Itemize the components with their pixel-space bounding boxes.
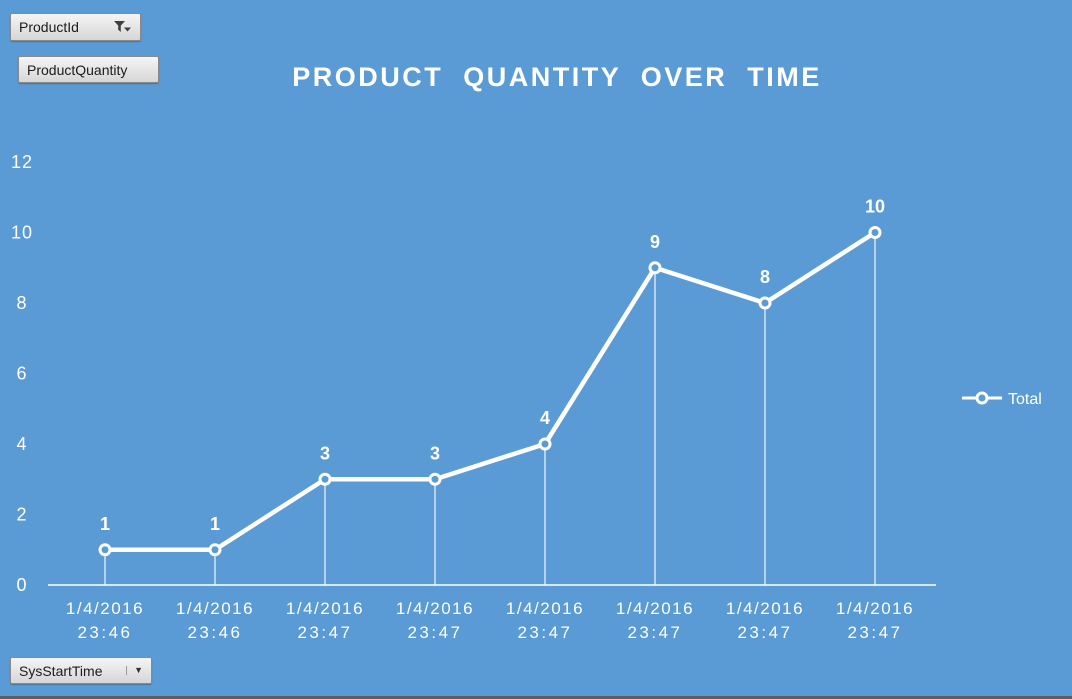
x-axis-label-date: 1/4/2016 (176, 599, 254, 618)
legend-marker-sample (975, 391, 989, 405)
data-label: 4 (540, 408, 550, 428)
data-label: 9 (650, 232, 660, 252)
legend-label-total[interactable]: Total (1008, 391, 1042, 408)
data-label: 8 (760, 267, 770, 287)
data-point-marker[interactable] (208, 543, 222, 557)
y-axis-tick-label: 6 (16, 364, 27, 384)
x-axis-label-date: 1/4/2016 (616, 599, 694, 618)
productid-filter-label: ProductId (19, 19, 79, 35)
x-axis-label-time: 23:47 (627, 623, 682, 642)
data-label: 1 (210, 514, 220, 534)
x-axis-label-date: 1/4/2016 (286, 599, 364, 618)
x-axis-label-time: 23:46 (77, 623, 132, 642)
x-axis-label-date: 1/4/2016 (506, 599, 584, 618)
data-point-marker[interactable] (538, 437, 552, 451)
data-point-marker[interactable] (318, 472, 332, 486)
filter-funnel-icon[interactable] (114, 20, 132, 34)
y-axis-tick-label: 12 (11, 152, 33, 172)
chevron-down-icon[interactable]: ▼ (126, 666, 143, 675)
data-point-marker[interactable] (758, 296, 772, 310)
data-label: 3 (320, 443, 330, 463)
y-axis-tick-label: 4 (16, 434, 27, 454)
data-point-marker[interactable] (98, 543, 112, 557)
chart-title: PRODUCT QUANTITY OVER TIME (292, 62, 822, 92)
x-axis-label-time: 23:46 (187, 623, 242, 642)
data-point-marker[interactable] (428, 472, 442, 486)
productquantity-field-label: ProductQuantity (27, 61, 128, 78)
x-axis-label-date: 1/4/2016 (66, 599, 144, 618)
x-axis-label-time: 23:47 (407, 623, 462, 642)
x-axis-label-time: 23:47 (517, 623, 572, 642)
sysstarttime-filter-button[interactable]: SysStartTime ▼ (10, 657, 152, 684)
data-label: 1 (100, 514, 110, 534)
x-axis-label-date: 1/4/2016 (836, 599, 914, 618)
y-axis-tick-label: 8 (16, 293, 27, 313)
data-point-marker[interactable] (868, 226, 882, 239)
x-axis-label-date: 1/4/2016 (396, 599, 474, 618)
productquantity-field-button[interactable]: ProductQuantity (18, 56, 159, 83)
x-axis-label-time: 23:47 (737, 623, 792, 642)
productid-filter-button[interactable]: ProductId (10, 13, 141, 41)
x-axis-label-time: 23:47 (297, 623, 352, 642)
x-axis-label-time: 23:47 (847, 623, 902, 642)
window-bottom-edge (0, 696, 1072, 699)
y-axis-tick-label: 0 (16, 575, 27, 595)
x-axis-label-date: 1/4/2016 (726, 599, 804, 618)
sysstarttime-filter-label: SysStartTime (19, 662, 103, 679)
y-axis-tick-label: 10 (11, 223, 33, 243)
data-label: 3 (430, 443, 440, 463)
data-label: 10 (865, 197, 885, 217)
series-line-total[interactable] (102, 230, 878, 552)
y-axis-tick-label: 2 (16, 505, 27, 525)
data-point-marker[interactable] (648, 261, 662, 275)
